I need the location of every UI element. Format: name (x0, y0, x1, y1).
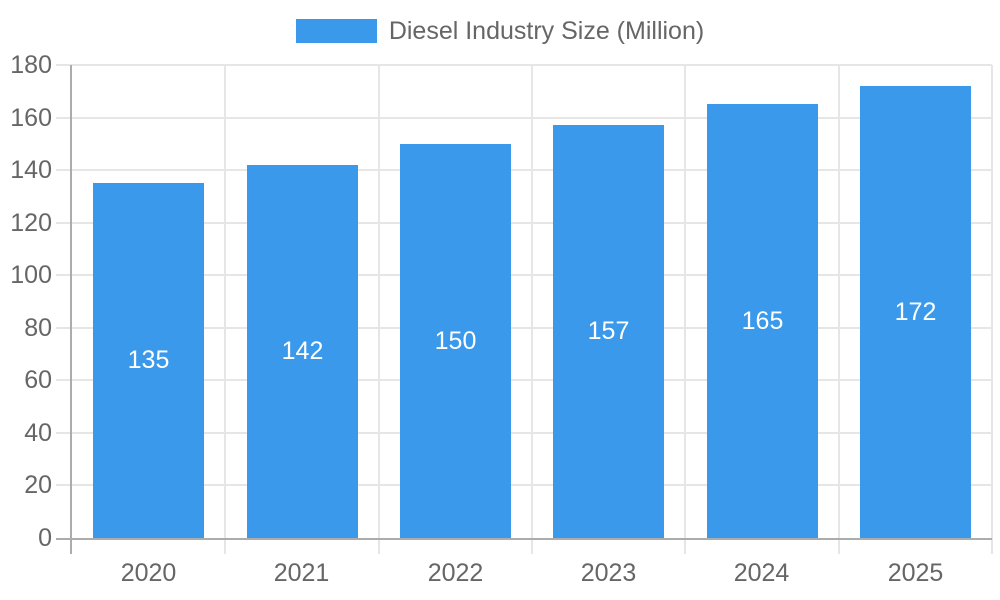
y-axis-tick (56, 222, 72, 224)
x-axis-tick-label: 2024 (733, 559, 790, 587)
plot-area: 0 20 40 60 80 100 120 140 160 180 2020 2021 2022 2023… (10, 52, 993, 586)
gridline-vertical (684, 65, 686, 538)
y-axis-tick (56, 327, 72, 329)
y-axis-tick-label: 120 (10, 209, 52, 237)
y-axis-tick-label: 100 (10, 261, 52, 289)
bar-2023[interactable]: 157 (553, 125, 664, 538)
x-axis-tick-label: 2021 (273, 559, 330, 587)
x-axis-tick (224, 538, 226, 554)
bar-2022[interactable]: 150 (400, 144, 511, 538)
y-axis-tick (56, 169, 72, 171)
x-axis-tick-label: 2023 (580, 559, 637, 587)
y-axis-tick (56, 274, 72, 276)
y-axis-tick (56, 379, 72, 381)
bar-value-label: 172 (894, 297, 937, 326)
chart-legend-item[interactable]: Diesel Industry Size (Million) (0, 17, 1000, 45)
y-axis-tick-label: 160 (10, 104, 52, 132)
bar-value-label: 157 (587, 317, 630, 345)
y-axis-tick-label: 20 (24, 471, 52, 499)
x-axis-tick (378, 538, 380, 554)
x-axis-tick (991, 538, 993, 554)
y-axis-tick (56, 64, 72, 66)
y-axis-tick-label: 180 (10, 51, 52, 79)
gridline-vertical (378, 65, 380, 538)
gridline-vertical (838, 65, 840, 538)
y-axis-line (70, 65, 72, 554)
bar-value-label: 142 (281, 337, 324, 365)
y-axis-tick-label: 40 (24, 419, 52, 447)
bar-2021[interactable]: 142 (247, 165, 358, 538)
x-axis-line (56, 538, 992, 540)
legend-label: Diesel Industry Size (Million) (388, 17, 705, 45)
y-axis-tick (56, 484, 72, 486)
bar-2020[interactable]: 135 (93, 183, 204, 538)
x-axis-tick (531, 538, 533, 554)
y-axis-tick (56, 117, 72, 119)
x-axis-tick-label: 2022 (427, 559, 484, 587)
x-axis-tick-label: 2020 (120, 559, 177, 587)
y-axis-tick (56, 432, 72, 434)
legend-swatch (295, 19, 377, 43)
y-axis-tick-label: 0 (38, 524, 52, 552)
bar-2025[interactable]: 172 (860, 86, 971, 538)
gridline-vertical (991, 65, 993, 538)
bar-value-label: 135 (127, 346, 170, 374)
x-axis-tick (684, 538, 686, 554)
bar-2024[interactable]: 165 (707, 104, 818, 538)
y-axis-tick-label: 60 (24, 366, 52, 394)
gridline-vertical (531, 65, 533, 538)
gridline-vertical (224, 65, 226, 538)
x-axis-tick (838, 538, 840, 554)
bar-value-label: 165 (741, 306, 784, 335)
x-axis-tick-label: 2025 (887, 559, 944, 587)
y-axis-tick-label: 140 (10, 156, 52, 184)
bar-value-label: 150 (434, 326, 477, 355)
y-axis-tick-label: 80 (24, 314, 52, 342)
